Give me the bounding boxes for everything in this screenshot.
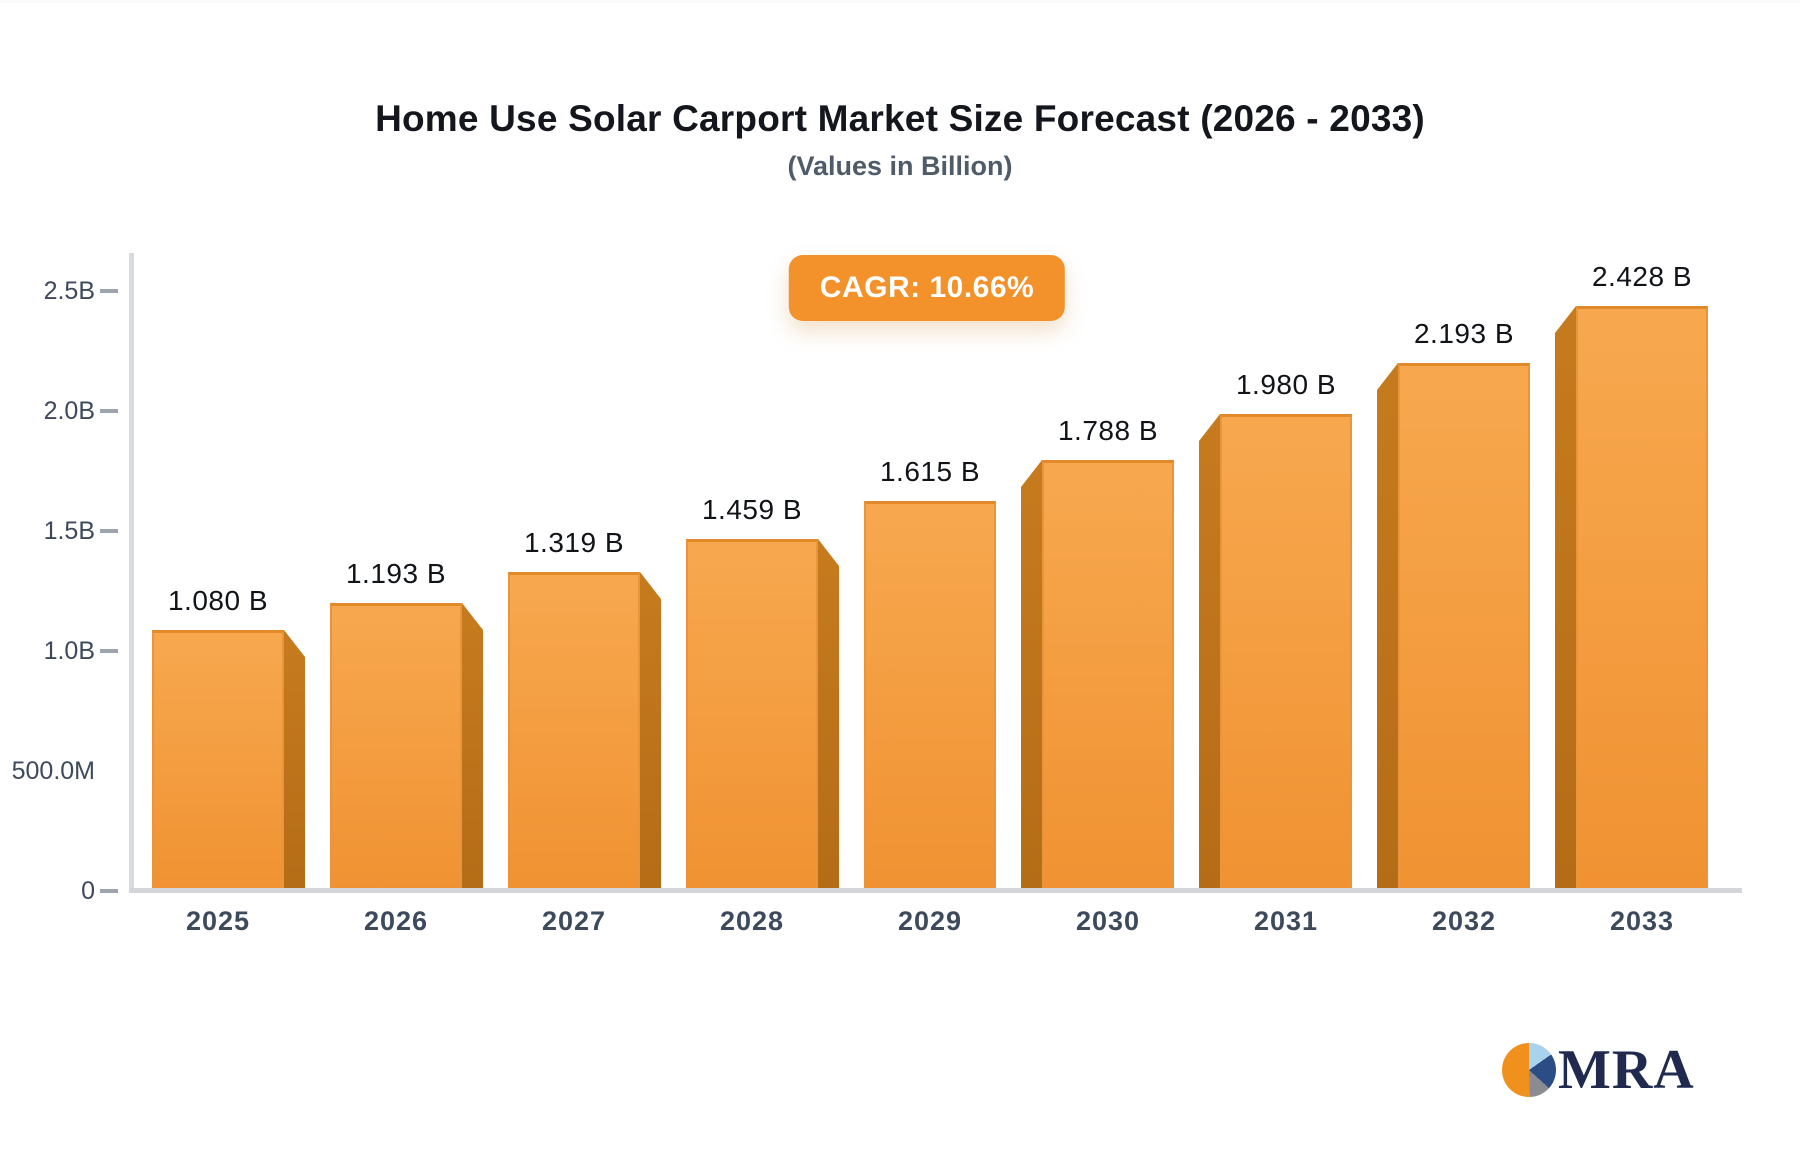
- bar-side-2027: [640, 572, 661, 891]
- y-axis-tick: [100, 649, 118, 653]
- x-baseline: [129, 888, 1742, 893]
- y-axis-label: 2.0B: [43, 397, 95, 425]
- x-axis-label-2025: 2025: [185, 906, 251, 936]
- bar-value-label-2032: 2.193 B: [1413, 318, 1515, 349]
- bar-value-label-2026: 1.193 B: [345, 558, 447, 589]
- y-axis-label: 1.5B: [43, 517, 95, 545]
- y-axis-tick: [100, 529, 118, 533]
- logo-text: MRA: [1558, 1039, 1695, 1101]
- y-axis-tick: [100, 889, 118, 893]
- brand-logo: MRA: [1502, 1039, 1695, 1101]
- x-axis-label-2032: 2032: [1431, 906, 1497, 936]
- y-axis-label: 1.0B: [43, 637, 95, 665]
- y-axis-line: [129, 253, 134, 893]
- x-axis-label-2028: 2028: [719, 906, 785, 936]
- chart-title: Home Use Solar Carport Market Size Forec…: [375, 98, 1425, 139]
- x-axis-label-2029: 2029: [897, 906, 963, 936]
- bar-side-2030: [1021, 460, 1042, 891]
- bar-value-label-2025: 1.080 B: [167, 585, 269, 616]
- x-axis-label-2027: 2027: [541, 906, 607, 936]
- x-axis-label-2030: 2030: [1075, 906, 1141, 936]
- bar-2032: [1398, 363, 1530, 891]
- bar-side-2033: [1555, 306, 1576, 891]
- bar-value-label-2028: 1.459 B: [701, 494, 803, 525]
- bar-value-label-2027: 1.319 B: [523, 527, 625, 558]
- bar-side-2032: [1377, 363, 1398, 891]
- x-axis-label-2031: 2031: [1253, 906, 1319, 936]
- y-axis-label: 0: [81, 877, 95, 905]
- bar-2033: [1576, 306, 1708, 891]
- x-axis-label-2033: 2033: [1609, 906, 1675, 936]
- bar-2027: [508, 572, 640, 891]
- bar-2026: [330, 603, 462, 891]
- logo-pie-icon: [1502, 1043, 1556, 1097]
- cagr-badge: CAGR: 10.66%: [788, 255, 1066, 321]
- bar-value-label-2031: 1.980 B: [1235, 369, 1337, 400]
- bar-side-2028: [818, 539, 839, 891]
- y-axis-tick: [100, 409, 118, 413]
- bar-side-2031: [1199, 414, 1220, 891]
- bar-2029: [864, 501, 996, 891]
- bar-2030: [1042, 460, 1174, 891]
- bar-value-label-2030: 1.788 B: [1057, 415, 1159, 446]
- chart-subtitle: (Values in Billion): [787, 151, 1013, 181]
- x-axis-label-2026: 2026: [363, 906, 429, 936]
- bar-value-label-2029: 1.615 B: [879, 456, 981, 487]
- bar-side-2025: [284, 630, 305, 891]
- bar-side-2026: [462, 603, 483, 891]
- bar-2025: [152, 630, 284, 891]
- y-axis-label: 500.0M: [11, 757, 95, 785]
- bar-2031: [1220, 414, 1352, 891]
- bar-2028: [686, 539, 818, 891]
- bar-value-label-2033: 2.428 B: [1591, 261, 1693, 292]
- y-axis-tick: [100, 289, 118, 293]
- y-axis-label: 2.5B: [43, 277, 95, 305]
